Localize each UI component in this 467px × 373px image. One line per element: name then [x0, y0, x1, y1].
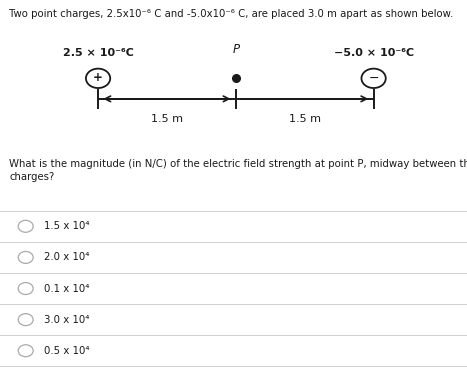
Text: 3.0 x 10⁴: 3.0 x 10⁴ — [44, 314, 90, 325]
Text: 0.5 x 10⁴: 0.5 x 10⁴ — [44, 346, 90, 356]
Text: P: P — [232, 43, 240, 56]
Text: What is the magnitude (in N/C) of the electric field strength at point P, midway: What is the magnitude (in N/C) of the el… — [9, 159, 467, 182]
Text: 1.5 m: 1.5 m — [289, 114, 321, 124]
Text: −5.0 × 10⁻⁶C: −5.0 × 10⁻⁶C — [333, 48, 414, 58]
Text: 2.5 × 10⁻⁶C: 2.5 × 10⁻⁶C — [63, 48, 134, 58]
Text: −: − — [368, 72, 379, 85]
Text: 2.0 x 10⁴: 2.0 x 10⁴ — [44, 253, 90, 263]
Text: 0.1 x 10⁴: 0.1 x 10⁴ — [44, 283, 90, 294]
Text: 1.5 x 10⁴: 1.5 x 10⁴ — [44, 221, 90, 231]
Text: +: + — [93, 71, 103, 84]
Text: 1.5 m: 1.5 m — [151, 114, 183, 124]
Text: Two point charges, 2.5x10⁻⁶ C and -5.0x10⁻⁶ C, are placed 3.0 m apart as shown b: Two point charges, 2.5x10⁻⁶ C and -5.0x1… — [9, 9, 453, 19]
